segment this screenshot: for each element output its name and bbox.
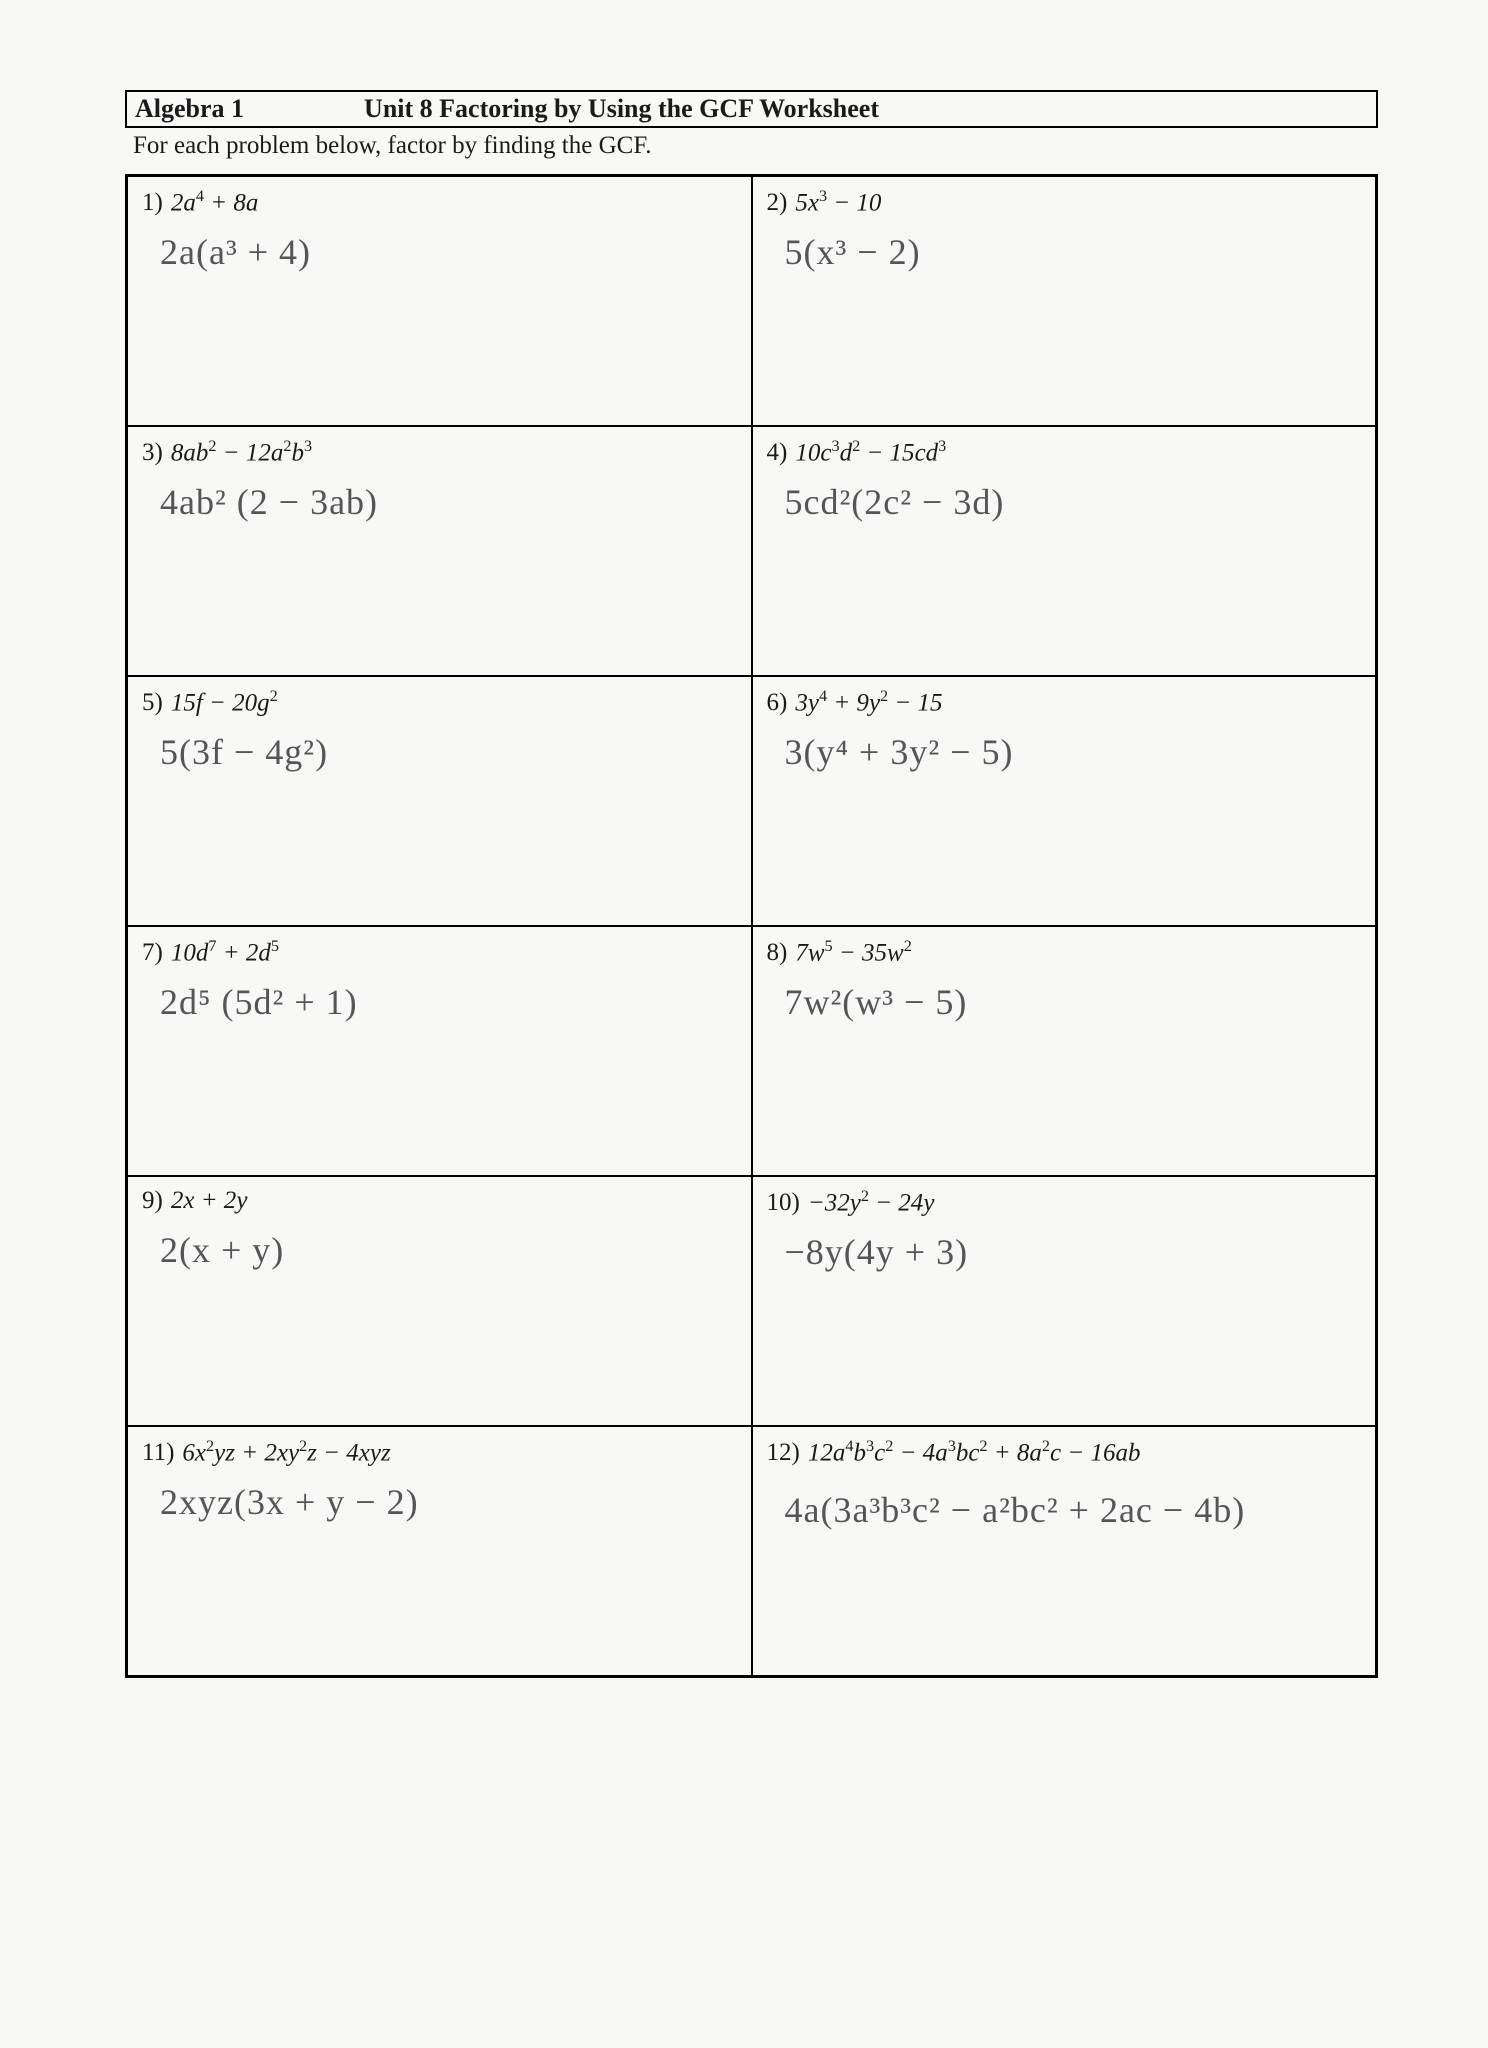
problem-cell: 5)15f − 20g2 5(3f − 4g²) (127, 676, 752, 926)
problem-expression: 5)15f − 20g2 (142, 687, 737, 717)
problem-cell: 12)12a4b3c2 − 4a3bc2 + 8a2c − 16ab 4a(3a… (752, 1426, 1377, 1676)
problem-cell: 6)3y4 + 9y2 − 15 3(y⁴ + 3y² − 5) (752, 676, 1377, 926)
problem-expression: 4)10c3d2 − 15cd3 (767, 437, 1362, 467)
problem-expression: 1)2a4 + 8a (142, 187, 737, 217)
problem-cell: 3)8ab2 − 12a2b3 4ab² (2 − 3ab) (127, 426, 752, 676)
handwritten-answer: 2(x + y) (160, 1229, 737, 1271)
problem-expression: 3)8ab2 − 12a2b3 (142, 437, 737, 467)
problem-expression: 2)5x3 − 10 (767, 187, 1362, 217)
handwritten-answer: 4ab² (2 − 3ab) (160, 481, 737, 523)
handwritten-answer: 5(x³ − 2) (785, 231, 1362, 273)
instructions-text: For each problem below, factor by findin… (125, 128, 1378, 174)
handwritten-answer: −8y(4y + 3) (785, 1231, 1362, 1273)
problem-cell: 7)10d7 + 2d5 2d⁵ (5d² + 1) (127, 926, 752, 1176)
course-name: Algebra 1 (135, 94, 244, 124)
problem-grid: 1)2a4 + 8a 2a(a³ + 4) 2)5x3 − 10 5(x³ − … (125, 174, 1378, 1678)
problem-expression: 9)2x + 2y (142, 1187, 737, 1215)
problem-expression: 6)3y4 + 9y2 − 15 (767, 687, 1362, 717)
problem-cell: 4)10c3d2 − 15cd3 5cd²(2c² − 3d) (752, 426, 1377, 676)
problem-cell: 1)2a4 + 8a 2a(a³ + 4) (127, 176, 752, 426)
handwritten-answer: 3(y⁴ + 3y² − 5) (785, 731, 1362, 773)
problem-cell: 9)2x + 2y 2(x + y) (127, 1176, 752, 1426)
handwritten-answer: 5(3f − 4g²) (160, 731, 737, 773)
worksheet-title: Unit 8 Factoring by Using the GCF Worksh… (364, 94, 1368, 124)
worksheet-page: Algebra 1 Unit 8 Factoring by Using the … (0, 0, 1488, 2048)
problem-cell: 2)5x3 − 10 5(x³ − 2) (752, 176, 1377, 426)
problem-expression: 12)12a4b3c2 − 4a3bc2 + 8a2c − 16ab (767, 1437, 1362, 1467)
problem-expression: 11)6x2yz + 2xy2z − 4xyz (142, 1437, 737, 1467)
problem-cell: 11)6x2yz + 2xy2z − 4xyz 2xyz(3x + y − 2) (127, 1426, 752, 1676)
handwritten-answer: 2a(a³ + 4) (160, 231, 737, 273)
handwritten-answer: 5cd²(2c² − 3d) (785, 481, 1362, 523)
handwritten-answer: 7w²(w³ − 5) (785, 981, 1362, 1023)
header-bar: Algebra 1 Unit 8 Factoring by Using the … (125, 90, 1378, 128)
problem-cell: 10)−32y2 − 24y −8y(4y + 3) (752, 1176, 1377, 1426)
problem-cell: 8)7w5 − 35w2 7w²(w³ − 5) (752, 926, 1377, 1176)
problem-expression: 10)−32y2 − 24y (767, 1187, 1362, 1217)
handwritten-answer: 4a(3a³b³c² − a²bc² + 2ac − 4b) (785, 1489, 1485, 1531)
problem-expression: 8)7w5 − 35w2 (767, 937, 1362, 967)
handwritten-answer: 2d⁵ (5d² + 1) (160, 981, 737, 1023)
handwritten-answer: 2xyz(3x + y − 2) (160, 1481, 737, 1523)
problem-expression: 7)10d7 + 2d5 (142, 937, 737, 967)
